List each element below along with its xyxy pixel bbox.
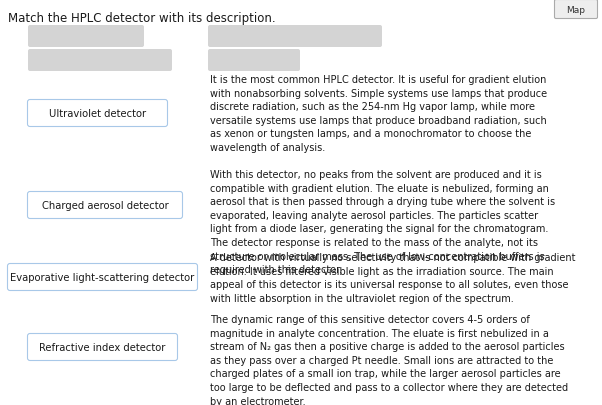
Text: It is the most common HPLC detector. It is useful for gradient elution
with nona: It is the most common HPLC detector. It … (210, 75, 547, 153)
FancyBboxPatch shape (28, 192, 182, 219)
FancyBboxPatch shape (28, 50, 172, 72)
Text: Ultraviolet detector: Ultraviolet detector (49, 109, 146, 119)
Text: With this detector, no peaks from the solvent are produced and it is
compatible : With this detector, no peaks from the so… (210, 170, 555, 275)
Text: Evaporative light-scattering detector: Evaporative light-scattering detector (10, 272, 194, 282)
FancyBboxPatch shape (554, 0, 598, 19)
Text: The dynamic range of this sensitive detector covers 4-5 orders of
magnitude in a: The dynamic range of this sensitive dete… (210, 314, 568, 405)
FancyBboxPatch shape (28, 26, 144, 48)
Text: Charged aerosol detector: Charged aerosol detector (42, 200, 169, 211)
Text: A detector with virtually no selectivity that is not compatible with gradient
el: A detector with virtually no selectivity… (210, 252, 576, 303)
Text: Match the HPLC detector with its description.: Match the HPLC detector with its descrip… (8, 12, 276, 25)
FancyBboxPatch shape (28, 334, 178, 360)
FancyBboxPatch shape (208, 26, 382, 48)
FancyBboxPatch shape (208, 50, 300, 72)
FancyBboxPatch shape (28, 100, 167, 127)
Text: Map: Map (566, 6, 586, 15)
FancyBboxPatch shape (7, 264, 197, 291)
Text: Refractive index detector: Refractive index detector (39, 342, 166, 352)
